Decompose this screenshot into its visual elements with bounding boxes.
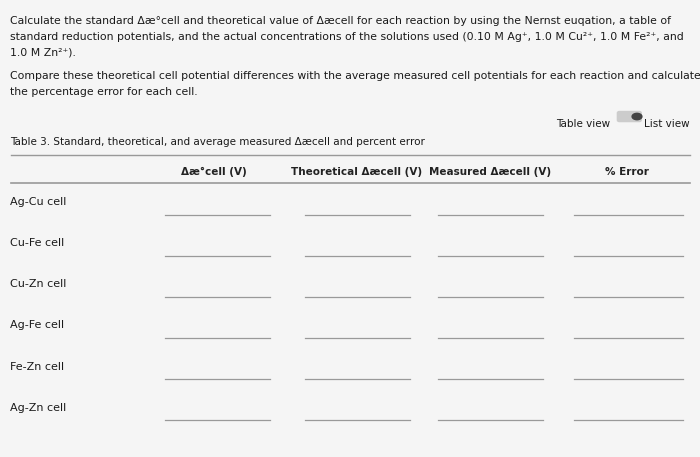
Text: standard reduction potentials, and the actual concentrations of the solutions us: standard reduction potentials, and the a…	[10, 32, 685, 42]
Text: Ag-Zn cell: Ag-Zn cell	[10, 403, 66, 413]
Text: List view: List view	[644, 119, 690, 129]
Text: Measured Δæ⁣cell (V): Measured Δæ⁣cell (V)	[429, 167, 551, 177]
Text: Fe-Zn cell: Fe-Zn cell	[10, 361, 64, 372]
Text: Δæ°⁣cell (V): Δæ°⁣cell (V)	[181, 167, 246, 177]
Text: Cu-Zn cell: Cu-Zn cell	[10, 279, 67, 289]
Text: the percentage error for each cell.: the percentage error for each cell.	[10, 87, 198, 97]
Circle shape	[632, 113, 642, 120]
FancyBboxPatch shape	[617, 112, 641, 122]
Text: Cu-Fe cell: Cu-Fe cell	[10, 238, 64, 248]
Text: Table view: Table view	[556, 119, 610, 129]
Text: Compare these theoretical cell potential differences with the average measured c: Compare these theoretical cell potential…	[10, 71, 700, 81]
Text: Ag-Cu cell: Ag-Cu cell	[10, 197, 67, 207]
Text: % Error: % Error	[605, 167, 648, 177]
Text: Table 3. Standard, theoretical, and average measured Δæ⁣cell and percent error: Table 3. Standard, theoretical, and aver…	[10, 137, 426, 147]
Text: 1.0 M Zn²⁺).: 1.0 M Zn²⁺).	[10, 48, 76, 58]
Text: Ag-Fe cell: Ag-Fe cell	[10, 320, 64, 330]
Text: Theoretical Δæ⁣cell (V): Theoretical Δæ⁣cell (V)	[291, 167, 423, 177]
Text: Calculate the standard Δæ°⁣cell and theoretical value of Δæ⁣cell for each reacti: Calculate the standard Δæ°⁣cell and theo…	[10, 16, 671, 26]
